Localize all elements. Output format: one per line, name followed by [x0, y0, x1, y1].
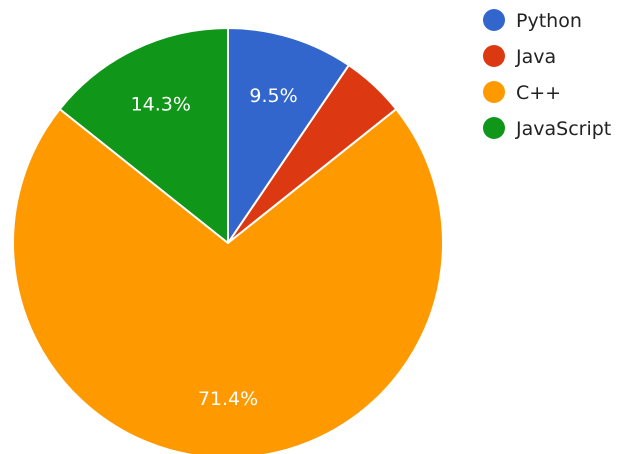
legend-marker-python: [483, 9, 505, 31]
slice-label-c: 71.4%: [198, 388, 258, 410]
legend-label-java: Java: [515, 46, 556, 68]
legend-label-python: Python: [516, 10, 582, 32]
pie-slices: [12, 27, 444, 454]
legend-marker-java: [483, 45, 505, 67]
slice-label-python: 9.5%: [249, 85, 297, 107]
pie-slice-labels: 9.5% 71.4% 14.3%: [131, 85, 298, 410]
legend-label-c: C++: [516, 82, 561, 104]
pie-slice-python: [227, 27, 350, 244]
legend-marker-javascript: [483, 117, 505, 139]
pie-slice-c: [12, 108, 444, 454]
slice-label-javascript: 14.3%: [131, 94, 191, 116]
pie-slice-javascript: [58, 27, 229, 244]
legend-marker-c: [483, 81, 505, 103]
legend-label-javascript: JavaScript: [515, 118, 611, 140]
legend: Python Java C++ JavaScript: [483, 9, 611, 140]
